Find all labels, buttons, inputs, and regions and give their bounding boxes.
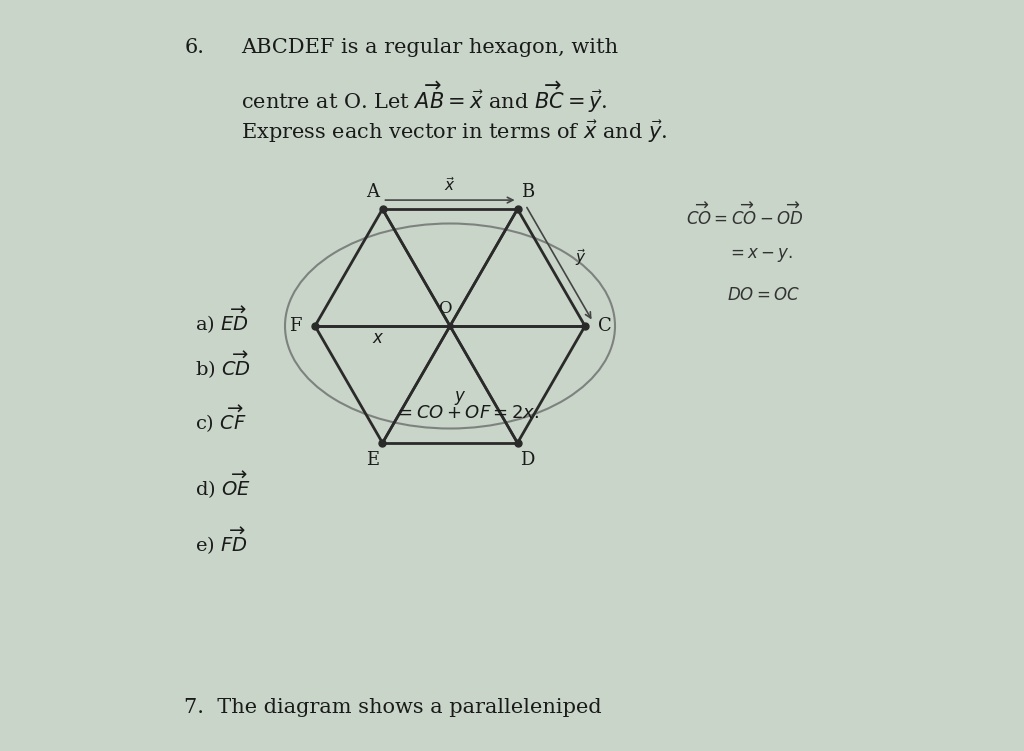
Text: 6.: 6.: [184, 38, 205, 56]
Text: O: O: [438, 300, 452, 318]
Text: e) $\overrightarrow{FD}$: e) $\overrightarrow{FD}$: [195, 526, 247, 557]
Text: b) $\overrightarrow{CD}$: b) $\overrightarrow{CD}$: [195, 349, 251, 381]
Text: B: B: [521, 182, 535, 201]
Text: c) $\overrightarrow{CF}$: c) $\overrightarrow{CF}$: [195, 404, 247, 436]
Text: $= CO + OF = 2x.$: $= CO + OF = 2x.$: [394, 404, 540, 422]
Text: $x$: $x$: [372, 329, 384, 347]
Text: $= x - y.$: $= x - y.$: [727, 246, 793, 264]
Text: d) $\overrightarrow{OE}$: d) $\overrightarrow{OE}$: [195, 469, 251, 501]
Text: C: C: [598, 317, 612, 335]
Text: ABCDEF is a regular hexagon, with: ABCDEF is a regular hexagon, with: [241, 38, 617, 56]
Text: F: F: [289, 317, 301, 335]
Text: A: A: [366, 182, 379, 201]
Text: $y$: $y$: [454, 389, 466, 407]
Text: $\vec{x}$: $\vec{x}$: [444, 176, 456, 194]
Text: centre at O. Let $\overrightarrow{AB} = \vec{x}$ and $\overrightarrow{BC} = \vec: centre at O. Let $\overrightarrow{AB} = …: [241, 79, 607, 115]
Text: $\vec{y}$: $\vec{y}$: [575, 247, 587, 268]
Text: 7.  The diagram shows a paralleleniped: 7. The diagram shows a paralleleniped: [184, 698, 602, 717]
Text: Express each vector in terms of $\vec{x}$ and $\vec{y}$.: Express each vector in terms of $\vec{x}…: [241, 119, 667, 146]
Text: $DO = OC$: $DO = OC$: [727, 287, 800, 304]
Text: E: E: [366, 451, 379, 469]
Text: a) $\overrightarrow{ED}$: a) $\overrightarrow{ED}$: [195, 304, 249, 336]
Text: D: D: [520, 451, 535, 469]
Text: $\overrightarrow{CO} = \overrightarrow{CO} - \overrightarrow{OD}$: $\overrightarrow{CO} = \overrightarrow{C…: [686, 203, 804, 229]
